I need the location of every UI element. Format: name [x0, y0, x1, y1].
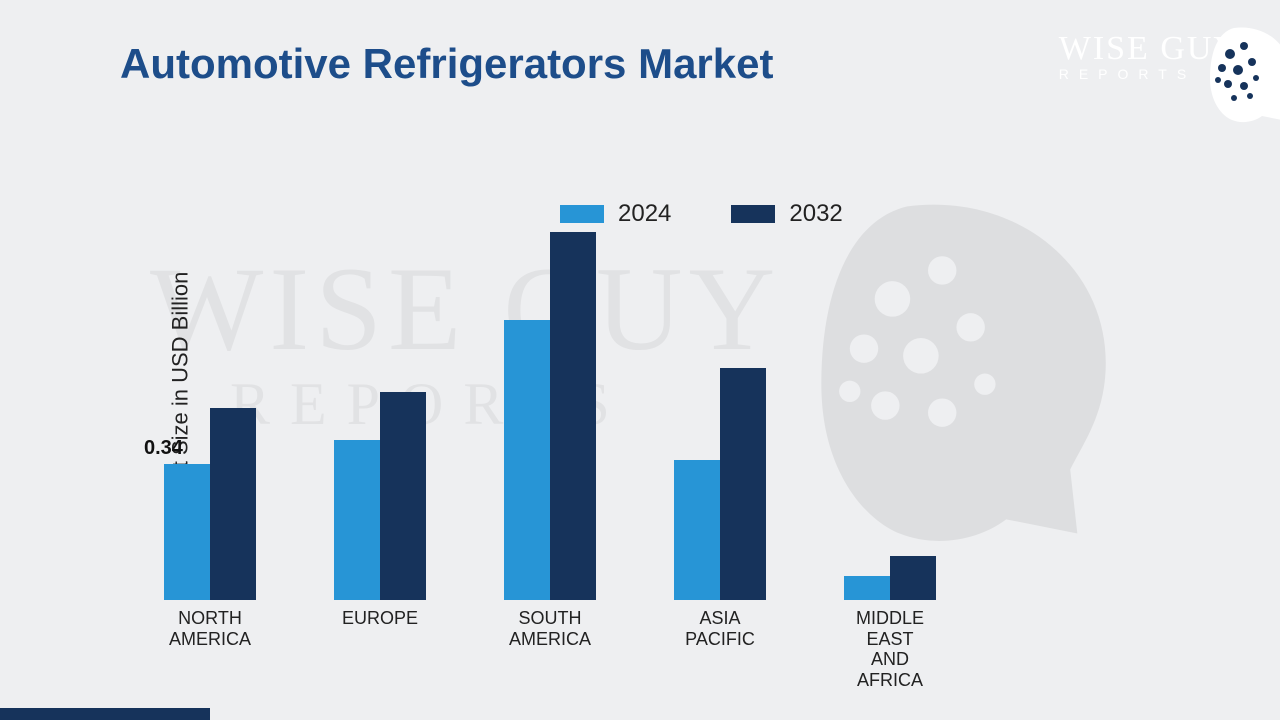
- category-label: ASIAPACIFIC: [650, 608, 790, 649]
- bar-series-a: [504, 320, 550, 600]
- bar-series-b: [720, 368, 766, 600]
- chart-plot-area: Market Size in USD Billion 0.34NORTHAMER…: [100, 200, 930, 600]
- chart-title: Automotive Refrigerators Market: [120, 40, 773, 88]
- category-label: EUROPE: [310, 608, 450, 629]
- bar-series-a: [674, 460, 720, 600]
- brand-logo: WISE GUY REPORTS: [1059, 30, 1240, 82]
- bottom-accent-bar: [0, 708, 210, 720]
- category-label: NORTHAMERICA: [140, 608, 280, 649]
- bar-series-a: [844, 576, 890, 600]
- bar-series-b: [210, 408, 256, 600]
- category-label: SOUTHAMERICA: [480, 608, 620, 649]
- bar-series-b: [550, 232, 596, 600]
- figure-root: Automotive Refrigerators Market WISE GUY…: [0, 0, 1280, 720]
- brand-head-icon: [1204, 24, 1280, 124]
- bar-series-a: [334, 440, 380, 600]
- bar-series-b: [890, 556, 936, 600]
- bar-value-label: 0.34: [144, 437, 183, 460]
- category-label: MIDDLEEASTANDAFRICA: [820, 608, 960, 691]
- bar-series-b: [380, 392, 426, 600]
- bar-series-a: [164, 464, 210, 600]
